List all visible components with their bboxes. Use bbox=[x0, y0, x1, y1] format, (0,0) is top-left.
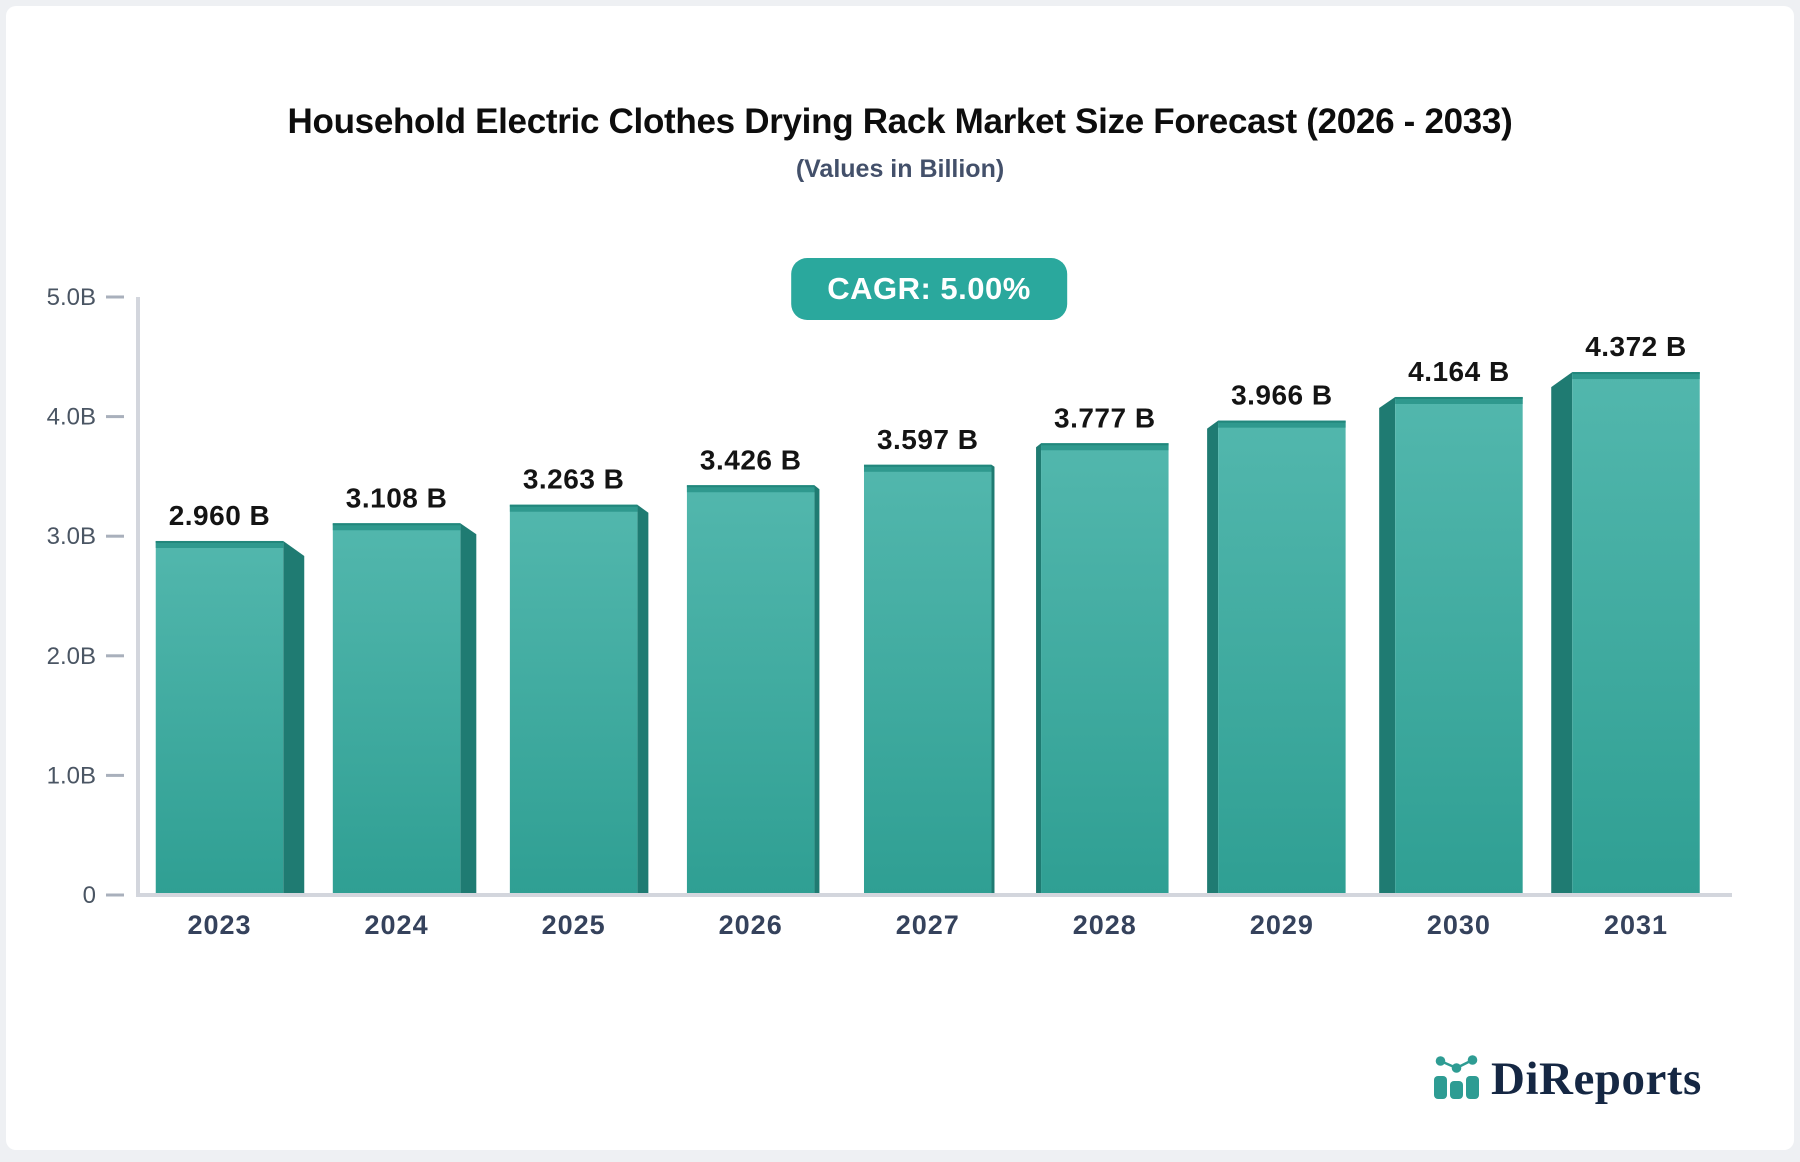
bar-side-2031 bbox=[1551, 372, 1573, 896]
bar-face-2025 bbox=[509, 504, 638, 895]
value-label-2028: 3.777 B bbox=[1054, 402, 1156, 433]
cagr-badge: CAGR: 5.00% bbox=[791, 258, 1067, 320]
value-label-2026: 3.426 B bbox=[700, 444, 802, 475]
x-label-2025: 2025 bbox=[542, 910, 606, 940]
value-label-2025: 3.263 B bbox=[523, 464, 625, 495]
bar-face-2027 bbox=[863, 464, 992, 895]
bar-side-2026 bbox=[814, 485, 820, 895]
y-tick-label-5.0B: 5.0B bbox=[47, 284, 96, 311]
bar-top-strip-2031 bbox=[1572, 372, 1700, 380]
bar-side-2029 bbox=[1207, 420, 1219, 895]
x-axis-line bbox=[136, 893, 1732, 897]
y-tick-dash-2.0B bbox=[106, 654, 124, 658]
x-label-2026: 2026 bbox=[719, 910, 783, 940]
x-label-2023: 2023 bbox=[187, 910, 251, 940]
bar-top-edge-2023 bbox=[155, 540, 284, 543]
chart-subtitle: (Values in Billion) bbox=[795, 155, 1005, 183]
bar-face-2030 bbox=[1395, 396, 1523, 895]
bar-2025: 3.263 B 2025 bbox=[509, 461, 649, 940]
bar-face-2028 bbox=[1041, 443, 1169, 895]
value-label-2031: 4.372 B bbox=[1585, 331, 1687, 362]
logo-text: DiReports bbox=[1491, 1053, 1702, 1106]
bar-face-2026 bbox=[686, 485, 815, 895]
y-tick-dash-5.0B bbox=[106, 295, 124, 299]
y-tick-dash-0 bbox=[106, 893, 124, 897]
y-tick-dash-1.0B bbox=[106, 773, 124, 777]
value-label-2027: 3.597 B bbox=[877, 424, 979, 455]
y-tick-label-1.0B: 1.0B bbox=[47, 762, 96, 789]
bar-side-2028 bbox=[1036, 443, 1042, 895]
bar-top-strip-2024 bbox=[332, 523, 461, 531]
y-tick-dash-4.0B bbox=[106, 415, 124, 419]
bar-top-strip-2030 bbox=[1395, 396, 1523, 404]
bar-face-2031 bbox=[1572, 372, 1700, 896]
bar-2031: 4.372 B 2031 bbox=[1551, 329, 1700, 940]
bar-side-2025 bbox=[637, 504, 649, 895]
value-label-2024: 3.108 B bbox=[346, 482, 448, 513]
bar-side-2024 bbox=[460, 523, 477, 895]
bar-top-strip-2026 bbox=[686, 485, 815, 493]
bar-side-2027 bbox=[991, 464, 995, 895]
x-label-2027: 2027 bbox=[896, 910, 960, 940]
bar-top-strip-2023 bbox=[155, 540, 284, 548]
bar-face-2023 bbox=[155, 540, 284, 895]
bar-2029: 3.966 B 2029 bbox=[1207, 377, 1346, 940]
bar-top-strip-2029 bbox=[1218, 420, 1346, 428]
x-label-2031: 2031 bbox=[1604, 910, 1668, 940]
bar-side-2023 bbox=[283, 540, 305, 895]
chart-card: Household Electric Clothes Drying Rack M… bbox=[6, 6, 1794, 1150]
chart-title: Household Electric Clothes Drying Rack M… bbox=[287, 102, 1513, 141]
bar-2027: 3.597 B 2027 bbox=[863, 421, 995, 940]
value-label-2029: 3.966 B bbox=[1231, 380, 1333, 411]
bar-2024: 3.108 B 2024 bbox=[332, 480, 477, 940]
bar-2030: 4.164 B 2030 bbox=[1379, 353, 1523, 940]
bar-top-edge-2026 bbox=[686, 485, 815, 488]
bar-2023: 2.960 B 2023 bbox=[155, 497, 305, 940]
y-axis-line bbox=[136, 297, 140, 895]
logo-bar-chart-icon bbox=[1434, 1055, 1479, 1099]
x-label-2029: 2029 bbox=[1250, 910, 1314, 940]
bar-2026: 3.426 B 2026 bbox=[686, 442, 820, 940]
value-label-2030: 4.164 B bbox=[1408, 356, 1510, 387]
y-tick-label-4.0B: 4.0B bbox=[47, 404, 96, 431]
bar-top-strip-2028 bbox=[1041, 443, 1169, 451]
bar-top-edge-2029 bbox=[1218, 420, 1346, 423]
bar-top-edge-2025 bbox=[509, 504, 638, 507]
x-label-2030: 2030 bbox=[1427, 910, 1491, 940]
y-tick-label-3.0B: 3.0B bbox=[47, 523, 96, 550]
bar-2028: 3.777 B 2028 bbox=[1036, 400, 1169, 940]
bar-top-edge-2027 bbox=[863, 464, 992, 467]
bar-top-strip-2027 bbox=[863, 464, 992, 472]
y-tick-label-2.0B: 2.0B bbox=[47, 643, 96, 670]
bar-top-edge-2031 bbox=[1572, 372, 1700, 375]
value-label-2023: 2.960 B bbox=[169, 500, 271, 531]
bar-chart: 0 1.0B 2.0B 3.0B 4.0B 5.0B 2.960 B 2023 3.108 B 2… bbox=[47, 284, 1732, 940]
bar-top-edge-2030 bbox=[1395, 396, 1523, 399]
bar-top-strip-2025 bbox=[509, 504, 638, 512]
x-label-2024: 2024 bbox=[365, 910, 429, 940]
y-tick-dash-3.0B bbox=[106, 534, 124, 538]
bar-top-edge-2028 bbox=[1041, 443, 1169, 446]
bar-face-2029 bbox=[1218, 420, 1346, 895]
y-tick-label-0: 0 bbox=[83, 882, 96, 909]
bar-top-edge-2024 bbox=[332, 523, 461, 526]
bar-side-2030 bbox=[1379, 396, 1396, 895]
x-label-2028: 2028 bbox=[1073, 910, 1137, 940]
brand-logo: DiReports bbox=[1434, 1036, 1702, 1106]
bar-face-2024 bbox=[332, 523, 461, 895]
